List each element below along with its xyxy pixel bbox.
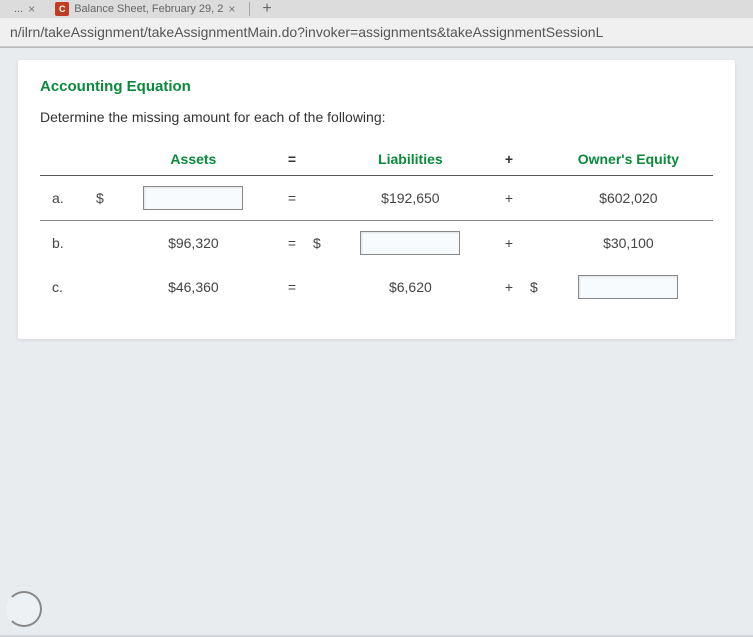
currency-symbol bbox=[90, 221, 110, 266]
row-label: c. bbox=[40, 265, 90, 309]
header-blank bbox=[524, 143, 544, 176]
liabilities-value: $6,620 bbox=[327, 265, 494, 309]
equals-sign: = bbox=[277, 265, 307, 309]
plus-sign: + bbox=[494, 176, 524, 221]
header-liabilities: Liabilities bbox=[327, 143, 494, 176]
table-row: c. $46,360= $6,620+$ bbox=[40, 265, 713, 309]
browser-tab-1[interactable]: ... × bbox=[8, 0, 41, 18]
table-header-row: Assets = Liabilities + Owner's Equity bbox=[40, 143, 713, 176]
header-equity: Owner's Equity bbox=[544, 143, 713, 176]
equity-cell bbox=[544, 265, 713, 309]
assets-value: $46,360 bbox=[110, 265, 277, 309]
header-blank bbox=[90, 143, 110, 176]
currency-symbol: $ bbox=[307, 221, 327, 266]
tab-2-text: Balance Sheet, February 29, 2 bbox=[74, 3, 223, 15]
url-bar[interactable]: n/ilrn/takeAssignment/takeAssignmentMain… bbox=[0, 18, 753, 47]
tab-divider bbox=[249, 2, 250, 16]
row-label: b. bbox=[40, 221, 90, 266]
table-row: a.$ = $192,650+ $602,020 bbox=[40, 176, 713, 221]
row-label: a. bbox=[40, 176, 90, 221]
url-text: n/ilrn/takeAssignment/takeAssignmentMain… bbox=[10, 24, 603, 40]
assets-value: $96,320 bbox=[110, 221, 277, 266]
header-equals: = bbox=[277, 143, 307, 176]
equals-sign: = bbox=[277, 221, 307, 266]
equals-sign: = bbox=[277, 176, 307, 221]
currency-symbol: $ bbox=[90, 176, 110, 221]
table-row: b. $96,320=$ + $30,100 bbox=[40, 221, 713, 266]
equity-value: $602,020 bbox=[544, 176, 713, 221]
plus-sign: + bbox=[494, 265, 524, 309]
assets-input[interactable] bbox=[143, 186, 243, 210]
assets-cell bbox=[110, 176, 277, 221]
instruction-text: Determine the missing amount for each of… bbox=[40, 109, 713, 125]
currency-symbol bbox=[524, 221, 544, 266]
liabilities-value: $192,650 bbox=[327, 176, 494, 221]
close-icon[interactable]: × bbox=[28, 2, 35, 16]
close-icon[interactable]: × bbox=[228, 2, 235, 16]
equation-table: Assets = Liabilities + Owner's Equity a.… bbox=[40, 143, 713, 309]
tab-1-text: ... bbox=[14, 3, 23, 15]
header-blank bbox=[40, 143, 90, 176]
currency-symbol: $ bbox=[524, 265, 544, 309]
favicon-icon: C bbox=[55, 2, 69, 16]
tab-bar: ... × C Balance Sheet, February 29, 2 × … bbox=[0, 0, 753, 18]
header-blank bbox=[307, 143, 327, 176]
header-plus: + bbox=[494, 143, 524, 176]
currency-symbol bbox=[307, 265, 327, 309]
browser-tab-2[interactable]: C Balance Sheet, February 29, 2 × bbox=[49, 0, 241, 18]
assignment-card: Accounting Equation Determine the missin… bbox=[18, 60, 735, 339]
currency-symbol bbox=[524, 176, 544, 221]
header-assets: Assets bbox=[110, 143, 277, 176]
equity-value: $30,100 bbox=[544, 221, 713, 266]
page-content: Accounting Equation Determine the missin… bbox=[0, 48, 753, 635]
currency-symbol bbox=[307, 176, 327, 221]
liabilities-input[interactable] bbox=[360, 231, 460, 255]
refresh-icon[interactable] bbox=[6, 591, 42, 627]
browser-chrome: ... × C Balance Sheet, February 29, 2 × … bbox=[0, 0, 753, 48]
equity-input[interactable] bbox=[578, 275, 678, 299]
liabilities-cell bbox=[327, 221, 494, 266]
new-tab-button[interactable]: + bbox=[258, 0, 275, 18]
currency-symbol bbox=[90, 265, 110, 309]
section-title: Accounting Equation bbox=[40, 78, 713, 95]
plus-sign: + bbox=[494, 221, 524, 266]
